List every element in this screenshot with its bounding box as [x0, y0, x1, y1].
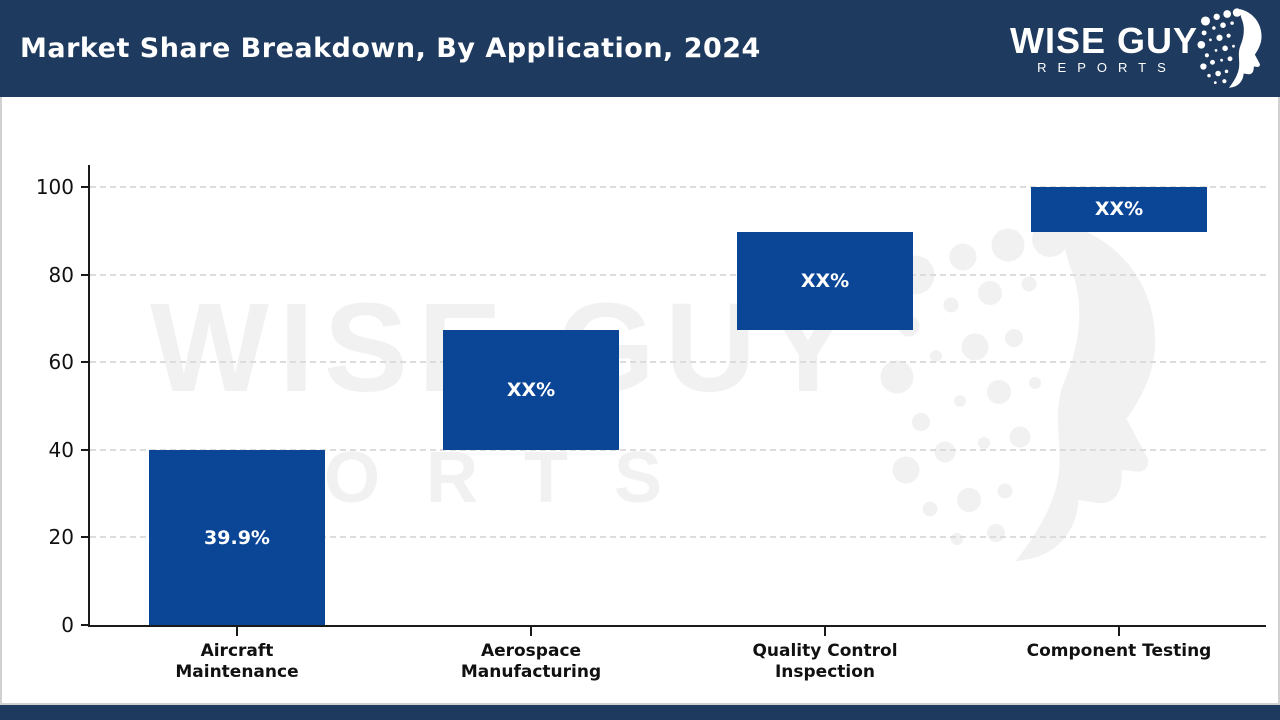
y-axis-tick-mark	[81, 624, 90, 626]
gridline-20	[90, 536, 1266, 539]
x-category-label-line: Component Testing	[1026, 641, 1212, 661]
gridline-80	[90, 273, 1266, 276]
x-axis-spine	[88, 625, 1266, 627]
x-category-label-line: Aerospace	[480, 641, 582, 661]
y-axis-tick-label: 60	[48, 350, 74, 375]
gridline-40	[90, 448, 1266, 451]
bar-4: XX%	[1031, 187, 1207, 232]
y-axis-tick-mark	[81, 536, 90, 539]
x-category-label-line: Aircraft	[200, 641, 274, 661]
brand-logo: WISE GUY REPORTS	[1010, 7, 1266, 91]
x-axis-tick-mark	[530, 627, 532, 636]
y-axis-tick-mark	[81, 361, 90, 364]
x-axis-tick-mark	[1118, 627, 1120, 636]
y-axis-tick-label: 80	[48, 262, 74, 287]
chart-area: WISE GUY PORTS 0 20 40 60 80 100 39.9% Aircraft…	[0, 97, 1280, 705]
brand-logo-text: WISE GUY REPORTS	[1010, 22, 1198, 75]
plot: 0 20 40 60 80 100 39.9% Aircraft Maintenance XX% A…	[2, 97, 1278, 703]
y-axis-tick-label: 100	[35, 175, 74, 199]
brand-subtitle: REPORTS	[1037, 59, 1177, 75]
bar-value-label: XX%	[800, 269, 850, 292]
x-axis-tick-mark	[824, 627, 826, 636]
y-axis-tick-label: 40	[48, 437, 74, 462]
y-axis-tick-label: 0	[61, 613, 74, 637]
y-axis-tick-label: 20	[48, 525, 74, 550]
footer-band	[0, 705, 1280, 720]
x-category-label: Aerospace Manufacturing	[384, 641, 678, 683]
y-axis-tick-mark	[81, 273, 90, 276]
x-axis-tick-mark	[236, 627, 238, 636]
x-category-label-line: Maintenance	[175, 662, 299, 682]
y-axis-tick-mark	[81, 448, 90, 451]
bar-3: XX%	[737, 231, 913, 331]
gridline-60	[90, 361, 1266, 364]
x-category-label: Component Testing	[972, 641, 1266, 662]
x-category-label: Aircraft Maintenance	[90, 641, 384, 683]
x-category-label-line: Quality Control	[752, 641, 898, 661]
y-axis-tick-mark	[81, 186, 90, 188]
bar-1: 39.9%	[149, 450, 325, 625]
bar-value-label: 39.9%	[204, 526, 270, 549]
x-category-label-line: Manufacturing	[460, 662, 602, 682]
bar-value-label: XX%	[506, 379, 556, 402]
header-band: Market Share Breakdown, By Application, …	[0, 0, 1280, 97]
gridline-100	[90, 186, 1266, 188]
y-axis-spine	[88, 165, 90, 627]
x-category-label-line: Inspection	[774, 662, 876, 682]
brand-head-icon	[1194, 7, 1266, 91]
brand-name: WISE GUY	[1009, 20, 1198, 62]
chart-title: Market Share Breakdown, By Application, …	[20, 33, 761, 64]
bar-value-label: XX%	[1094, 198, 1144, 221]
bar-2: XX%	[443, 330, 619, 451]
x-category-label: Quality Control Inspection	[678, 641, 972, 683]
